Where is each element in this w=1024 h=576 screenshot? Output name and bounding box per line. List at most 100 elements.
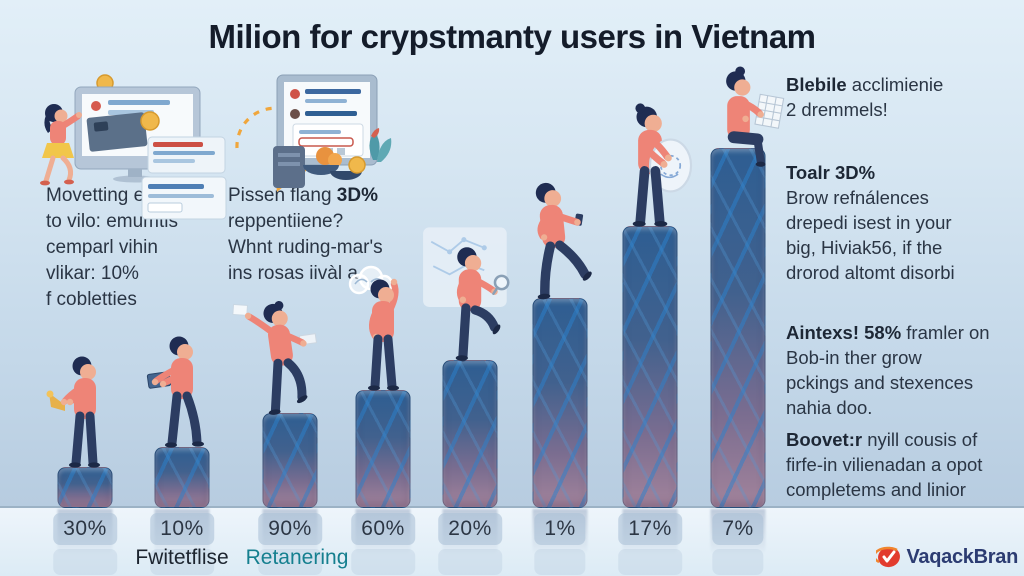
person-figure-3 (232, 300, 318, 415)
text-line: Pissen flang 3D% (228, 183, 413, 209)
page-title: Milion for crypstmanty users in Vietnam (208, 18, 816, 55)
laptop-icon (146, 371, 172, 389)
bar-label-chip: 7% (712, 513, 765, 575)
person-figure-7 (632, 103, 693, 227)
text-segment-bold: Blebile (786, 74, 847, 95)
text-line: Blebile acclimienie (786, 72, 1024, 97)
text-line: drorod altomt disorbi (786, 262, 955, 283)
person-figure-6 (535, 182, 592, 300)
bar-fill (622, 226, 678, 508)
bowl-icon (330, 171, 362, 180)
bar-label: 30% (63, 517, 107, 540)
tablet-grid-icon (754, 93, 785, 129)
browser-window-icon (147, 136, 226, 174)
dashed-arrow-icon (235, 106, 315, 186)
text-line: vlikar: 10% (46, 263, 139, 284)
text-segment-bold: Aintexs! 58% (786, 322, 902, 343)
floor-line (0, 506, 1024, 508)
bar-sublabel-teal: Retanering (245, 546, 349, 569)
bar-fill (154, 447, 210, 508)
bar-fill (532, 298, 588, 508)
fruit-icon (316, 147, 334, 165)
skirt (42, 143, 74, 158)
person-figure-1 (46, 356, 100, 468)
trumpet-icon (49, 393, 65, 411)
bar-fill (262, 413, 318, 508)
text-line: 2 dremmels! (786, 99, 888, 120)
right-text-block-3: Aintexs! 58% framler on Bob-in ther grow… (786, 320, 1024, 420)
text-segment: framler on (901, 322, 990, 343)
person-figure-2 (146, 336, 204, 448)
bowl-icon (303, 165, 339, 175)
coin-icon (348, 156, 366, 174)
text-line: big, Hiviak56, if the (786, 237, 943, 258)
text-segment: Pissen flang (228, 185, 337, 206)
bar-label: 20% (448, 517, 492, 540)
paper-icon (232, 303, 249, 316)
bar-label-chip: 1% (534, 513, 587, 575)
trumpet-icon (46, 390, 54, 398)
text-line: to vilo: emumtis (46, 211, 178, 232)
bar-label: 17% (628, 517, 672, 540)
text-line: Brow refnálences (786, 187, 929, 208)
text-line: Whnt ruding-mar's (228, 237, 383, 258)
disc-icon (648, 138, 693, 193)
coin-icon (140, 111, 160, 131)
left-text-block-2: Pissen flang 3D% reppentiiene? Whnt rudi… (228, 183, 413, 287)
text-segment: nyill cousis of (862, 429, 978, 450)
text-line: nahia doo. (786, 397, 873, 418)
text-line: reppentiiene? (228, 211, 344, 232)
bar-label-chip: 17% (618, 513, 682, 575)
right-text-block-4: Boovet:r nyill cousis of firfe-in vilien… (786, 427, 1024, 502)
logo-mark-icon (876, 546, 901, 568)
text-line: cemparl vihin (46, 237, 158, 258)
text-line: Aintexs! 58% framler on (786, 320, 1024, 345)
text-line: Bob-in ther grow (786, 347, 922, 368)
person-figure-5 (423, 227, 510, 362)
bar-label: 10% (160, 517, 204, 540)
text-line: completems and linior (786, 479, 966, 500)
logo-text: VaqackBran (906, 545, 1018, 568)
text-line: Movetting emate (46, 185, 187, 206)
phone-icon (574, 213, 584, 226)
bar-label-chip: 90% (258, 513, 322, 575)
illustration-monitor-arrow (235, 74, 392, 192)
bar-fill (442, 360, 498, 508)
text-line: ins rosas iivàl a (228, 263, 358, 284)
text-line: Boovet:r nyill cousis of (786, 427, 1024, 452)
bar-label: 1% (544, 517, 576, 540)
plant-icon (369, 128, 392, 162)
coin-icon (96, 74, 114, 92)
network-panel-sketch (423, 227, 507, 307)
bar-label: 60% (361, 517, 405, 540)
text-segment-bold: 3D% (336, 185, 378, 206)
left-text-block-1: Movetting emate to vilo: emumtis cemparl… (46, 183, 231, 313)
text-line: firfe-in vilienadan a opot (786, 454, 983, 475)
monitor-icon (74, 86, 201, 183)
illustration-woman (40, 104, 82, 186)
bar-label-chip: 10% (150, 513, 214, 575)
bar-label-chip: 60% (351, 513, 415, 575)
brand-logo: VaqackBran (876, 544, 1018, 570)
text-line-bold: Toalr 3D% (786, 162, 876, 183)
right-text-block-2: Toalr 3D% Brow refnálences drepedi isest… (786, 160, 1024, 285)
bar-fill (355, 390, 411, 508)
text-line: drepedi isest in your (786, 212, 952, 233)
magnifier-icon (492, 274, 510, 295)
paper-icon (298, 333, 318, 346)
bar-fill (710, 148, 766, 508)
text-segment: acclimienie (846, 74, 944, 95)
text-line: f cobletties (46, 289, 137, 310)
fruit-icon (328, 153, 342, 167)
text-segment-bold: Boovet:r (786, 429, 863, 450)
monitor-icon (276, 74, 378, 166)
bar-label-chip: 20% (438, 513, 502, 575)
bar-sublabel: Fwitetflise (135, 546, 229, 569)
bar-label: 90% (268, 517, 312, 540)
bar-fill (57, 467, 113, 508)
bar-label: 7% (722, 517, 754, 540)
bar-label-chip: 30% (53, 513, 117, 575)
text-line: pckings and stexences (786, 372, 974, 393)
right-text-block-1: Blebile acclimienie 2 dremmels! (786, 72, 1024, 122)
